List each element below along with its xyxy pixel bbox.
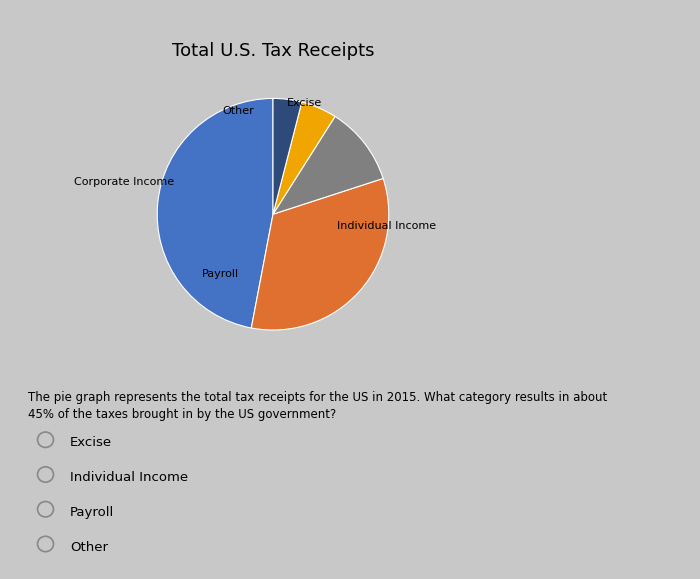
Text: Individual Income: Individual Income bbox=[70, 471, 188, 484]
Text: Other: Other bbox=[223, 106, 254, 116]
Title: Total U.S. Tax Receipts: Total U.S. Tax Receipts bbox=[172, 42, 374, 60]
Text: Excise: Excise bbox=[287, 98, 322, 108]
Text: Payroll: Payroll bbox=[70, 506, 114, 519]
Text: The pie graph represents the total tax receipts for the US in 2015. What categor: The pie graph represents the total tax r… bbox=[28, 391, 608, 404]
Wedge shape bbox=[273, 98, 302, 214]
Text: Other: Other bbox=[70, 541, 108, 554]
Wedge shape bbox=[158, 98, 273, 328]
Text: Corporate Income: Corporate Income bbox=[74, 177, 174, 187]
Text: 45% of the taxes brought in by the US government?: 45% of the taxes brought in by the US go… bbox=[28, 408, 336, 421]
Text: Individual Income: Individual Income bbox=[337, 221, 436, 231]
Text: Excise: Excise bbox=[70, 437, 112, 449]
Wedge shape bbox=[273, 116, 383, 214]
Text: Payroll: Payroll bbox=[202, 269, 239, 280]
Wedge shape bbox=[251, 178, 388, 330]
Wedge shape bbox=[273, 102, 335, 214]
